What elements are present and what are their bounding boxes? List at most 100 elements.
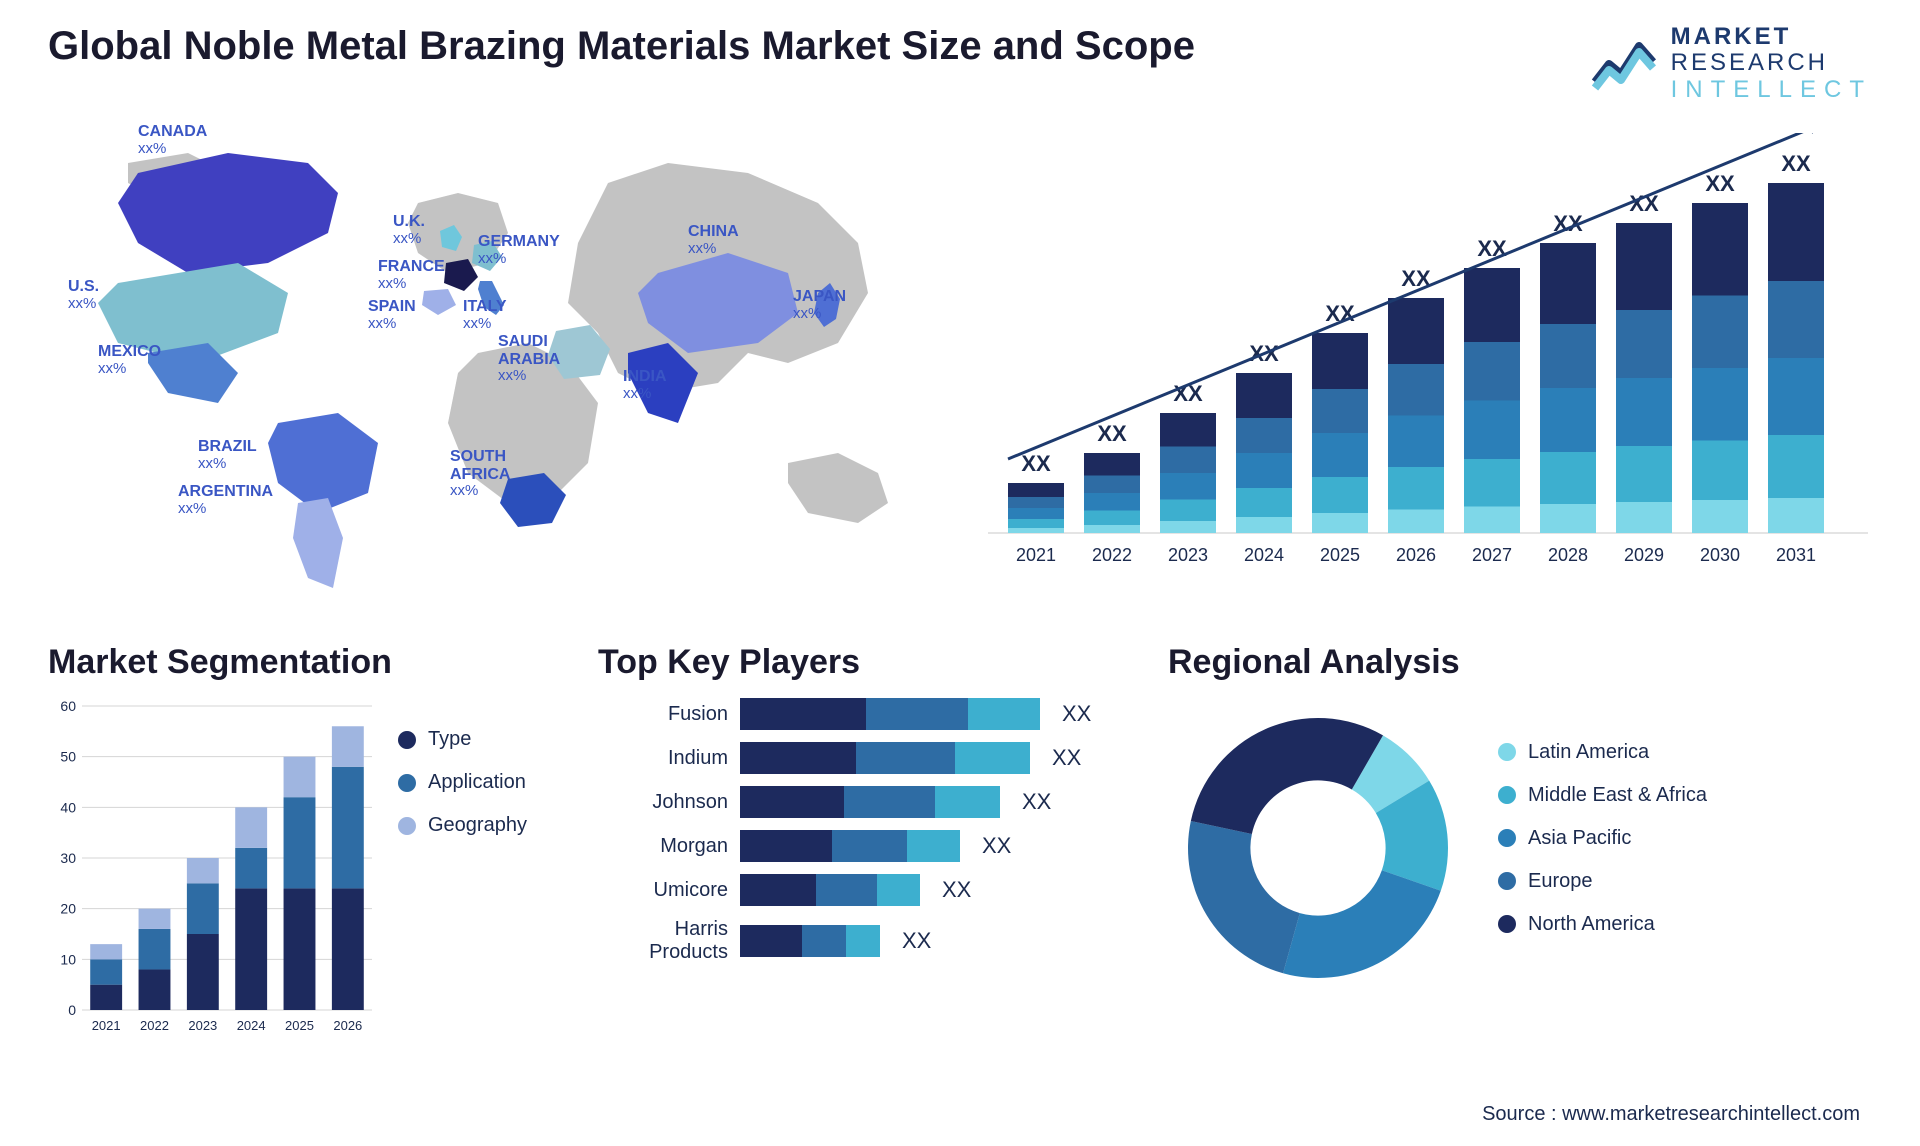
- growth-bar-seg: [1008, 483, 1064, 497]
- map-label-china: CHINAxx%: [688, 223, 739, 257]
- players-panel: Top Key Players FusionXXIndiumXXJohnsonX…: [598, 643, 1138, 1063]
- growth-bar-seg: [1768, 281, 1824, 358]
- growth-xtick: 2031: [1776, 545, 1816, 565]
- legend-label: Middle East & Africa: [1528, 784, 1707, 807]
- top-row: CANADAxx%U.S.xx%MEXICOxx%BRAZILxx%ARGENT…: [48, 103, 1872, 613]
- growth-bar-seg: [1008, 497, 1064, 508]
- player-bar: [740, 742, 1030, 774]
- regional-legend-item: North America: [1498, 913, 1707, 936]
- growth-bar-seg: [1768, 183, 1824, 281]
- player-bar-seg: [844, 786, 935, 818]
- seg-ytick: 30: [60, 850, 76, 866]
- growth-xtick: 2028: [1548, 545, 1588, 565]
- seg-xtick: 2024: [237, 1018, 266, 1033]
- player-value: XX: [942, 877, 971, 903]
- legend-swatch-icon: [1498, 786, 1516, 804]
- player-bar-seg: [907, 830, 960, 862]
- growth-bar-seg: [1008, 528, 1064, 533]
- growth-chart-panel: XX2021XX2022XX2023XX2024XX2025XX2026XX20…: [988, 103, 1872, 613]
- map-label-u-k-: U.K.xx%: [393, 213, 425, 247]
- growth-bar-seg: [1160, 447, 1216, 473]
- growth-bar-label: XX: [1477, 236, 1507, 261]
- player-name: Umicore: [598, 879, 728, 902]
- player-value: XX: [1052, 745, 1081, 771]
- donut-slice: [1191, 718, 1383, 834]
- donut-slice: [1188, 821, 1300, 973]
- growth-bar-seg: [1616, 502, 1672, 533]
- seg-xtick: 2025: [285, 1018, 314, 1033]
- source-line: Source : www.marketresearchintellect.com: [1482, 1103, 1860, 1126]
- player-name: Johnson: [598, 791, 728, 814]
- seg-bar-seg: [235, 889, 267, 1011]
- growth-bar-seg: [1464, 401, 1520, 459]
- growth-bar-seg: [1692, 441, 1748, 500]
- seg-bar-seg: [90, 944, 122, 959]
- player-bar: [740, 830, 960, 862]
- growth-bar-seg: [1236, 373, 1292, 418]
- growth-bar-seg: [1160, 473, 1216, 499]
- logo-line3: INTELLECT: [1671, 77, 1872, 103]
- player-bar-seg: [846, 925, 880, 957]
- player-row: Harris Products XX: [598, 918, 1138, 964]
- map-label-mexico: MEXICOxx%: [98, 343, 161, 377]
- growth-bar-seg: [1388, 298, 1444, 364]
- legend-swatch-icon: [1498, 872, 1516, 890]
- growth-xtick: 2024: [1244, 545, 1284, 565]
- legend-label: Application: [428, 771, 526, 794]
- logo-mark-icon: [1591, 34, 1661, 94]
- player-value: XX: [902, 928, 931, 954]
- player-name: Indium: [598, 747, 728, 770]
- player-bar: [740, 698, 1040, 730]
- legend-swatch-icon: [1498, 743, 1516, 761]
- growth-bar-seg: [1768, 435, 1824, 498]
- growth-bar-seg: [1236, 453, 1292, 488]
- growth-xtick: 2023: [1168, 545, 1208, 565]
- map-label-india: INDIAxx%: [623, 368, 667, 402]
- segmentation-title: Market Segmentation: [48, 643, 568, 682]
- seg-bar-seg: [332, 889, 364, 1011]
- growth-bar-seg: [1388, 510, 1444, 534]
- player-bar-seg: [740, 830, 832, 862]
- legend-swatch-icon: [398, 774, 416, 792]
- player-bar-seg: [740, 742, 856, 774]
- seg-ytick: 60: [60, 698, 76, 714]
- player-value: XX: [1062, 701, 1091, 727]
- legend-swatch-icon: [398, 817, 416, 835]
- map-label-japan: JAPANxx%: [793, 288, 846, 322]
- seg-bar-seg: [332, 767, 364, 889]
- seg-bar-seg: [139, 970, 171, 1011]
- player-bar-seg: [740, 874, 816, 906]
- player-row: MorganXX: [598, 830, 1138, 862]
- regional-legend: Latin America Middle East & Africa Asia Pa…: [1498, 741, 1707, 956]
- player-bar-seg: [740, 925, 802, 957]
- legend-swatch-icon: [1498, 829, 1516, 847]
- growth-bar-label: XX: [1781, 151, 1811, 176]
- map-label-germany: GERMANYxx%: [478, 233, 560, 267]
- growth-bar-seg: [1236, 488, 1292, 517]
- map-label-canada: CANADAxx%: [138, 123, 207, 157]
- legend-label: Type: [428, 728, 471, 751]
- regional-donut-svg: [1168, 698, 1468, 998]
- donut-slice: [1283, 870, 1441, 978]
- growth-bar-seg: [1540, 324, 1596, 388]
- legend-label: Asia Pacific: [1528, 827, 1631, 850]
- player-bar: [740, 874, 920, 906]
- players-rows: FusionXXIndiumXXJohnsonXXMorganXXUmicore…: [598, 698, 1138, 964]
- map-label-saudi-arabia: SAUDIARABIAxx%: [498, 333, 560, 385]
- player-bar-seg: [816, 874, 877, 906]
- regional-legend-item: Europe: [1498, 870, 1707, 893]
- seg-bar-seg: [284, 889, 316, 1011]
- growth-bar-seg: [1084, 453, 1140, 475]
- growth-bar-seg: [1008, 508, 1064, 519]
- legend-label: Europe: [1528, 870, 1593, 893]
- player-bar-seg: [935, 786, 1000, 818]
- player-value: XX: [1022, 789, 1051, 815]
- player-name: Harris Products: [598, 918, 728, 964]
- growth-xtick: 2029: [1624, 545, 1664, 565]
- growth-bar-seg: [1236, 418, 1292, 453]
- growth-bar-seg: [1616, 378, 1672, 446]
- regional-legend-item: Latin America: [1498, 741, 1707, 764]
- logo-text: MARKET RESEARCH INTELLECT: [1671, 24, 1872, 103]
- growth-bar-seg: [1692, 296, 1748, 369]
- player-row: Johnson XX: [598, 786, 1138, 818]
